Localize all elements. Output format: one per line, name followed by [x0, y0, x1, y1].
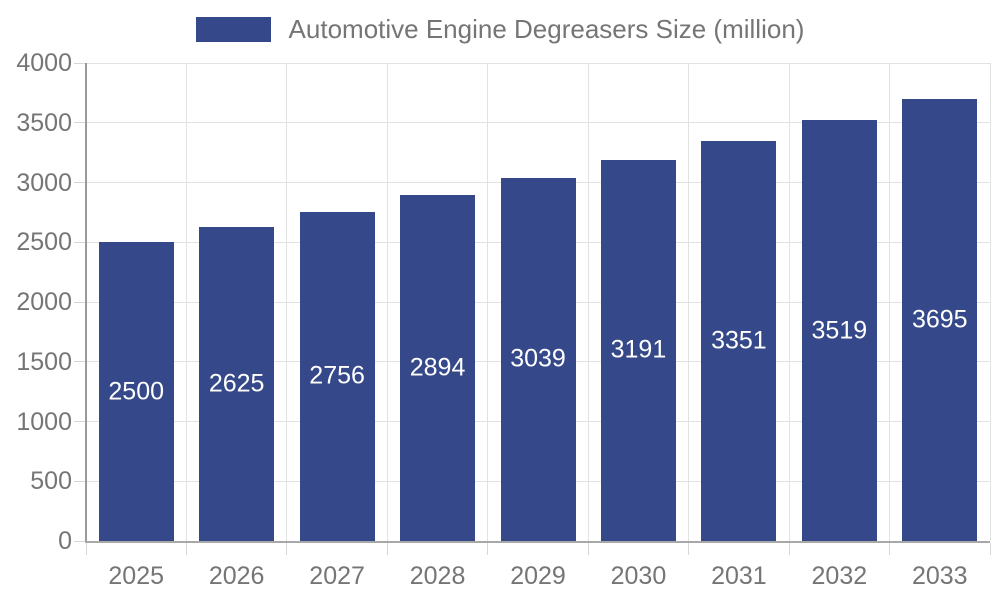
- x-axis-line: [85, 541, 990, 543]
- bar-value-label: 2625: [208, 369, 265, 398]
- x-axis-tick-label: 2029: [510, 562, 566, 590]
- bar-value-label: 3039: [510, 344, 566, 373]
- y-axis-tick-label: 2000: [16, 288, 72, 316]
- x-axis-tick: [587, 543, 589, 555]
- y-axis-tick: [74, 480, 86, 482]
- x-gridline: [688, 63, 690, 541]
- x-axis-tick: [688, 543, 690, 555]
- bar-value-label: 3519: [811, 316, 868, 345]
- bar[interactable]: 3191: [600, 159, 676, 541]
- x-gridline: [185, 63, 187, 541]
- x-axis-tick: [386, 543, 388, 555]
- y-axis-tick-label: 1500: [16, 347, 72, 376]
- x-gridline: [386, 63, 388, 541]
- y-axis-tick: [74, 122, 86, 124]
- y-axis-tick: [74, 540, 86, 542]
- bar-value-label: 3351: [711, 326, 767, 355]
- x-gridline: [989, 63, 991, 541]
- y-axis-tick-label: 3000: [16, 168, 72, 197]
- x-gridline: [487, 63, 489, 541]
- bar-value-label: 3695: [911, 305, 968, 334]
- y-gridline: [86, 62, 990, 64]
- y-axis-tick-label: 500: [30, 467, 72, 496]
- x-axis-tick: [788, 543, 790, 555]
- x-axis-tick: [85, 543, 87, 555]
- x-gridline: [788, 63, 790, 541]
- x-axis-tick-label: 2026: [208, 562, 265, 590]
- x-axis-tick: [989, 543, 991, 555]
- y-axis-tick: [74, 182, 86, 183]
- bar[interactable]: 2625: [199, 227, 275, 541]
- bar[interactable]: 2500: [98, 242, 174, 541]
- x-axis-tick-label: 2031: [711, 562, 767, 590]
- y-axis-tick: [74, 421, 86, 422]
- bar[interactable]: 2756: [299, 211, 375, 541]
- x-axis-tick: [487, 543, 489, 555]
- y-axis-tick: [74, 361, 86, 363]
- x-axis-tick-label: 2030: [610, 562, 667, 590]
- x-gridline: [587, 63, 589, 541]
- x-axis-tick: [185, 543, 187, 555]
- y-axis-tick-label: 3500: [16, 108, 72, 137]
- x-gridline: [286, 63, 288, 541]
- y-axis-tick-label: 0: [58, 527, 72, 555]
- y-axis-tick-label: 4000: [16, 49, 72, 77]
- legend-swatch: [195, 16, 271, 42]
- y-axis-tick: [74, 301, 86, 303]
- bar[interactable]: 3039: [500, 177, 576, 541]
- x-axis-tick: [889, 543, 891, 555]
- y-axis-tick-label: 1000: [16, 407, 72, 436]
- x-gridline: [889, 63, 891, 541]
- legend[interactable]: Automotive Engine Degreasers Size (milli…: [0, 16, 1000, 42]
- bar[interactable]: 3519: [801, 120, 877, 541]
- y-axis-tick: [74, 241, 86, 243]
- x-axis-tick-label: 2025: [108, 562, 165, 590]
- x-axis-tick: [286, 543, 288, 555]
- x-axis-tick-label: 2028: [409, 562, 466, 590]
- bar-value-label: 3191: [610, 335, 667, 364]
- legend-label: Automotive Engine Degreasers Size (milli…: [288, 14, 805, 44]
- x-axis-tick-label: 2032: [811, 562, 868, 590]
- y-axis-tick: [74, 62, 86, 64]
- bar[interactable]: 3351: [701, 140, 777, 541]
- y-gridline: [86, 122, 990, 124]
- y-axis-tick-label: 2500: [16, 228, 72, 257]
- y-axis-line: [85, 63, 87, 543]
- bar-value-label: 2894: [409, 353, 466, 382]
- bar-value-label: 2756: [309, 361, 365, 390]
- bar[interactable]: 3695: [902, 99, 978, 541]
- bar[interactable]: 2894: [400, 195, 476, 541]
- x-axis-tick-label: 2027: [309, 562, 365, 590]
- bar-value-label: 2500: [108, 377, 165, 406]
- x-axis-tick-label: 2033: [911, 562, 968, 590]
